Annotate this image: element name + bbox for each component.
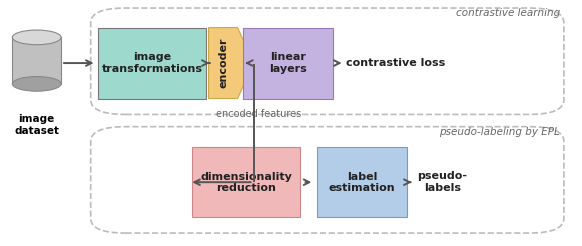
Text: pseudo-
labels: pseudo- labels: [417, 171, 467, 193]
FancyBboxPatch shape: [98, 28, 205, 99]
Text: pseudo-labeling by EPL: pseudo-labeling by EPL: [439, 127, 560, 137]
Text: contrastive loss: contrastive loss: [346, 58, 445, 68]
Text: linear
layers: linear layers: [269, 52, 307, 74]
Polygon shape: [208, 28, 254, 99]
Ellipse shape: [12, 77, 61, 91]
Text: image
transformations: image transformations: [101, 52, 203, 74]
Text: encoder: encoder: [218, 38, 228, 88]
Text: encoded features: encoded features: [215, 109, 301, 119]
Text: label
estimation: label estimation: [329, 171, 395, 193]
FancyBboxPatch shape: [192, 147, 300, 217]
Ellipse shape: [12, 30, 61, 45]
FancyBboxPatch shape: [317, 147, 407, 217]
Text: image
dataset: image dataset: [14, 114, 59, 136]
FancyBboxPatch shape: [12, 37, 61, 84]
Text: contrastive learning: contrastive learning: [456, 8, 560, 18]
FancyBboxPatch shape: [243, 28, 333, 99]
Text: dimensionality
reduction: dimensionality reduction: [200, 171, 292, 193]
